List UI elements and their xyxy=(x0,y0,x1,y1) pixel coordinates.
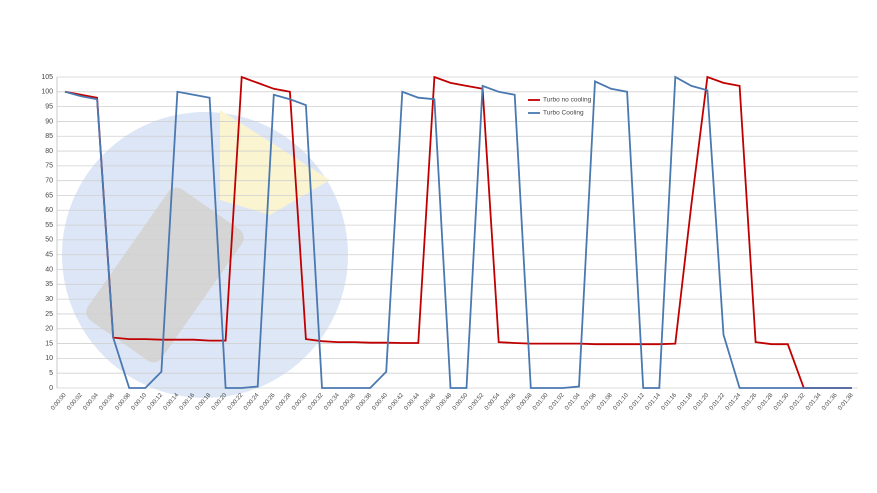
x-tick-label: 0:00:38 xyxy=(355,392,373,412)
x-tick-label: 0:01:10 xyxy=(612,392,630,412)
x-tick-label: 0:01:38 xyxy=(837,392,855,412)
y-tick-label: 40 xyxy=(45,266,53,273)
x-tick-label: 0:01:04 xyxy=(564,392,582,412)
x-tick-label: 0:00:46 xyxy=(420,392,438,412)
y-tick-label: 95 xyxy=(45,103,53,110)
x-tick-label: 0:00:06 xyxy=(98,392,116,412)
x-tick-label: 0:00:10 xyxy=(131,392,149,412)
y-tick-label: 10 xyxy=(45,355,53,362)
x-tick-label: 0:01:36 xyxy=(821,392,839,412)
x-tick-label: 0:01:16 xyxy=(661,392,679,412)
x-tick-label: 0:01:00 xyxy=(532,392,550,412)
x-tick-label: 0:00:58 xyxy=(516,392,534,412)
x-tick-label: 0:00:08 xyxy=(115,392,133,412)
x-tick-label: 0:00:26 xyxy=(259,392,277,412)
y-tick-label: 5 xyxy=(49,370,53,377)
x-tick-label: 0:00:40 xyxy=(371,392,389,412)
legend-label: Turbo no cooling xyxy=(543,97,592,104)
x-tick-label: 0:01:08 xyxy=(596,392,614,412)
y-tick-label: 75 xyxy=(45,163,53,170)
y-tick-label: 80 xyxy=(45,148,53,155)
y-tick-label: 25 xyxy=(45,311,53,318)
y-tick-label: 65 xyxy=(45,192,53,199)
y-tick-label: 85 xyxy=(45,133,53,140)
x-tick-label: 0:00:48 xyxy=(436,392,454,412)
y-tick-label: 50 xyxy=(45,237,53,244)
y-tick-label: 60 xyxy=(45,207,53,214)
x-tick-label: 0:00:32 xyxy=(307,392,325,412)
x-tick-label: 0:01:20 xyxy=(693,392,711,412)
x-tick-label: 0:01:34 xyxy=(805,392,823,412)
line-series xyxy=(64,75,852,389)
x-tick-label: 0:00:34 xyxy=(323,392,341,412)
x-tick-label: 0:00:28 xyxy=(275,392,293,412)
x-tick-label: 0:00:50 xyxy=(452,392,470,412)
x-tick-label: 0:01:22 xyxy=(709,392,727,412)
x-tick-label: 0:00:52 xyxy=(468,392,486,412)
line-series xyxy=(64,75,852,389)
y-tick-label: 35 xyxy=(45,281,53,288)
y-tick-label: 45 xyxy=(45,252,53,259)
x-tick-label: 0:00:02 xyxy=(66,392,84,412)
x-tick-label: 0:00:42 xyxy=(388,392,406,412)
y-tick-label: 70 xyxy=(45,178,53,185)
x-tick-label: 0:00:56 xyxy=(500,392,518,412)
x-tick-label: 0:01:28 xyxy=(757,392,775,412)
x-tick-label: 0:01:30 xyxy=(773,392,791,412)
x-tick-label: 0:01:02 xyxy=(548,392,566,412)
y-tick-label: 100 xyxy=(41,89,53,96)
x-tick-label: 0:00:44 xyxy=(404,392,422,412)
x-tick-label: 0:01:26 xyxy=(741,392,759,412)
x-tick-label: 0:00:24 xyxy=(243,392,261,412)
x-tick-label: 0:01:18 xyxy=(677,392,695,412)
x-tick-label: 0:01:32 xyxy=(789,392,807,412)
x-tick-label: 0:01:12 xyxy=(628,392,646,412)
x-tick-label: 0:01:06 xyxy=(580,392,598,412)
y-tick-label: 55 xyxy=(45,222,53,229)
y-tick-label: 90 xyxy=(45,118,53,125)
x-tick-label: 0:00:12 xyxy=(147,392,165,412)
x-tick-label: 0:00:04 xyxy=(82,392,100,412)
y-tick-label: 105 xyxy=(41,74,53,81)
legend-label: Turbo Cooling xyxy=(543,110,584,117)
x-tick-label: 0:00:14 xyxy=(163,392,181,412)
x-tick-label: 0:00:54 xyxy=(484,392,502,412)
y-tick-label: 20 xyxy=(45,326,53,333)
background-illustration xyxy=(62,110,348,398)
y-tick-label: 0 xyxy=(49,385,53,392)
y-tick-label: 15 xyxy=(45,340,53,347)
x-tick-label: 0:01:24 xyxy=(725,392,743,412)
x-tick-label: 0:00:00 xyxy=(50,392,68,412)
x-tick-label: 0:00:36 xyxy=(339,392,357,412)
y-tick-label: 30 xyxy=(45,296,53,303)
x-tick-label: 0:01:14 xyxy=(645,392,663,412)
x-tick-label: 0:00:30 xyxy=(291,392,309,412)
